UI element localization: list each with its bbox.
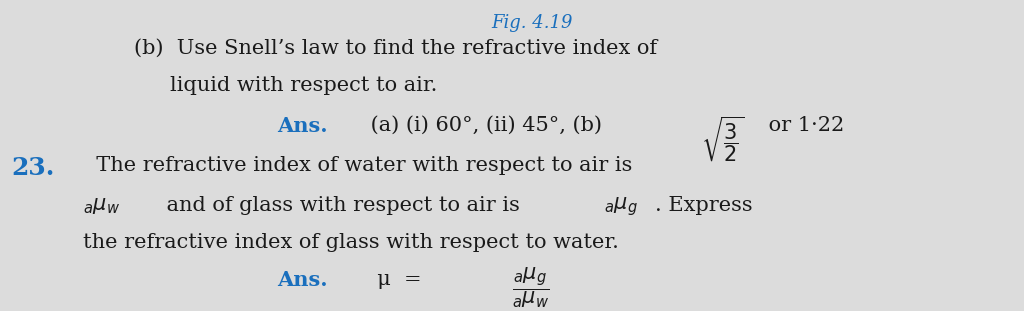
Text: Fig. 4.19: Fig. 4.19	[492, 14, 573, 32]
Text: (b)  Use Snell’s law to find the refractive index of: (b) Use Snell’s law to find the refracti…	[134, 39, 657, 58]
Text: $\dfrac{_a\mu_g}{_a\mu_w}$: $\dfrac{_a\mu_g}{_a\mu_w}$	[512, 265, 550, 310]
Text: or 1·22: or 1·22	[762, 116, 845, 135]
Text: The refractive index of water with respect to air is: The refractive index of water with respe…	[83, 156, 633, 175]
Text: 23.: 23.	[11, 156, 55, 180]
Text: . Express: . Express	[655, 196, 753, 215]
Text: the refractive index of glass with respect to water.: the refractive index of glass with respe…	[83, 233, 618, 252]
Text: Ans.: Ans.	[278, 116, 328, 136]
Text: liquid with respect to air.: liquid with respect to air.	[170, 76, 437, 95]
Text: (a) (i) 60°, (ii) 45°, (b): (a) (i) 60°, (ii) 45°, (b)	[364, 116, 608, 135]
Text: μ  =: μ =	[364, 270, 435, 289]
Text: and of glass with respect to air is: and of glass with respect to air is	[160, 196, 526, 215]
Text: $\sqrt{\dfrac{3}{2}}$: $\sqrt{\dfrac{3}{2}}$	[700, 115, 744, 164]
Text: Ans.: Ans.	[278, 270, 328, 290]
Text: $_a\mu_g$: $_a\mu_g$	[604, 196, 638, 218]
Text: $_a\mu_w$: $_a\mu_w$	[83, 196, 120, 216]
